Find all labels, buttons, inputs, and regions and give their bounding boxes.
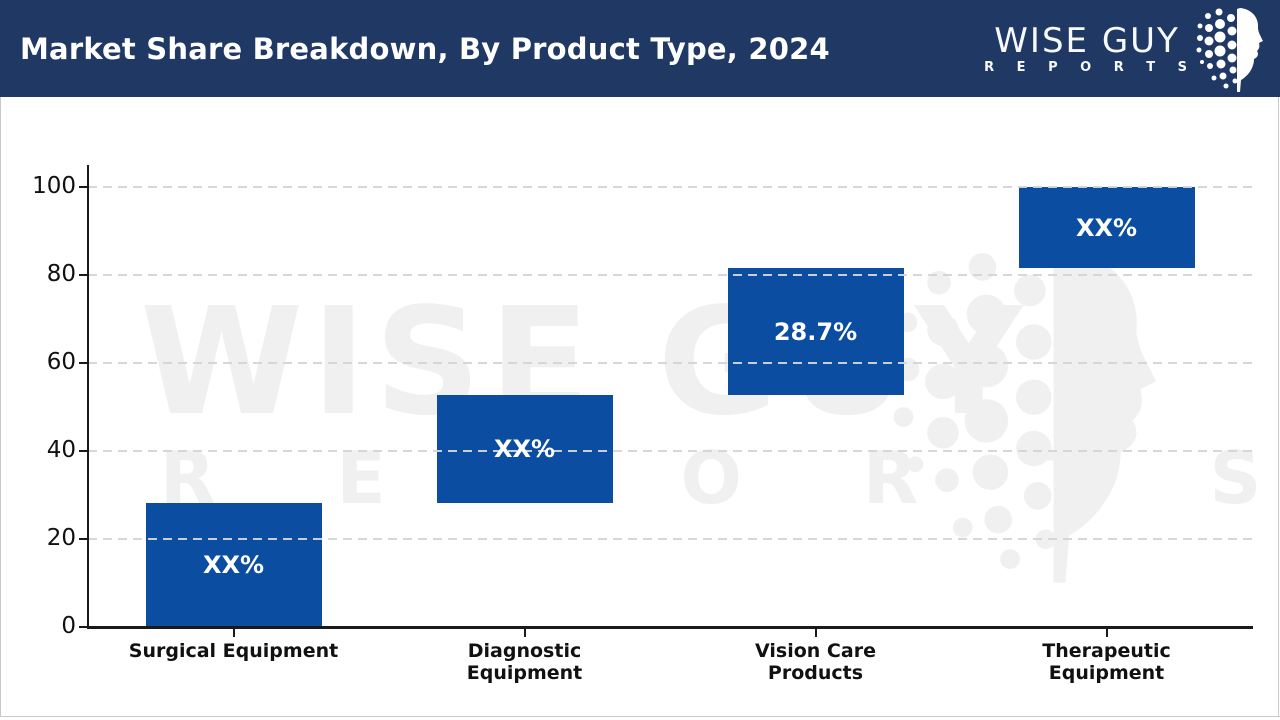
y-tick-100 (79, 186, 88, 188)
y-tick-label-0: 0 (61, 613, 76, 639)
y-tick-label-60: 60 (46, 349, 76, 375)
gridline-100 (88, 186, 1252, 188)
bar-value-label-2: XX% (493, 434, 556, 463)
y-tick-label-100: 100 (32, 173, 76, 199)
logo-text: WISE GUY R E P O R T S (978, 24, 1196, 74)
y-tick-80 (79, 274, 88, 276)
wise-guy-reports-logo: WISE GUY R E P O R T S (978, 4, 1280, 94)
y-tick-20 (79, 538, 88, 540)
dotted-head-icon (1196, 7, 1263, 92)
gridline-20 (88, 538, 1252, 540)
bar-2 (436, 394, 613, 503)
x-category-label-2: Diagnostic Equipment (466, 640, 583, 684)
bar-1 (145, 502, 322, 627)
y-tick-label-20: 20 (46, 525, 76, 551)
x-tick-2 (523, 629, 526, 637)
header-band: Market Share Breakdown, By Product Type,… (0, 0, 1280, 97)
logo-wordmark: WISE GUY (994, 20, 1180, 61)
y-tick-label-80: 80 (46, 261, 76, 287)
y-axis-line (87, 165, 89, 628)
y-tick-60 (79, 362, 88, 364)
bar-value-label-3: 28.7% (773, 317, 858, 346)
bar-value-label-1: XX% (202, 550, 265, 579)
x-tick-1 (232, 629, 235, 637)
gridline-80 (88, 274, 1252, 276)
page-border-left (0, 97, 1, 717)
gridline-60 (88, 362, 1252, 364)
y-tick-label-40: 40 (46, 437, 76, 463)
y-tick-0 (79, 626, 88, 628)
gridline-40 (88, 450, 1252, 452)
bar-value-label-4: XX% (1075, 213, 1138, 242)
page-border-right (1278, 97, 1279, 717)
y-tick-40 (79, 450, 88, 452)
logo-subtext: R E P O R T S (984, 59, 1196, 75)
watermark-head-icon (893, 251, 1157, 583)
x-category-label-4: Therapeutic Equipment (1042, 640, 1171, 684)
bar-3 (727, 268, 904, 395)
bar-4 (1018, 187, 1195, 269)
x-axis-line (87, 626, 1253, 629)
page-border-bottom (0, 716, 1280, 717)
x-tick-4 (1105, 629, 1108, 637)
page-title: Market Share Breakdown, By Product Type,… (20, 31, 830, 66)
x-category-label-1: Surgical Equipment (128, 640, 339, 662)
x-category-label-3: Vision Care Products (755, 640, 876, 684)
x-tick-3 (814, 629, 817, 637)
